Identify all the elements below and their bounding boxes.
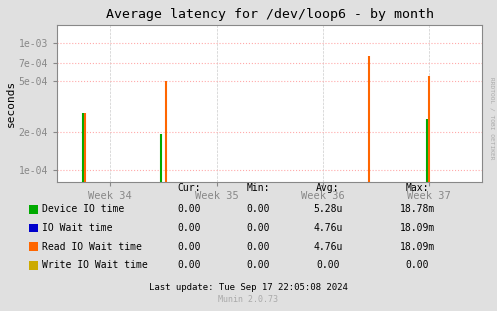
Text: 0.00: 0.00 bbox=[247, 242, 270, 252]
Text: Munin 2.0.73: Munin 2.0.73 bbox=[219, 295, 278, 304]
Title: Average latency for /dev/loop6 - by month: Average latency for /dev/loop6 - by mont… bbox=[106, 8, 433, 21]
Text: 18.78m: 18.78m bbox=[400, 204, 435, 214]
Text: Cur:: Cur: bbox=[177, 183, 201, 193]
Text: RRDTOOL / TOBI OETIKER: RRDTOOL / TOBI OETIKER bbox=[490, 77, 495, 160]
Text: Device IO time: Device IO time bbox=[42, 204, 124, 214]
Text: 0.00: 0.00 bbox=[406, 260, 429, 270]
Text: 0.00: 0.00 bbox=[177, 260, 201, 270]
Text: Min:: Min: bbox=[247, 183, 270, 193]
Text: 0.00: 0.00 bbox=[177, 204, 201, 214]
Text: 0.00: 0.00 bbox=[247, 223, 270, 233]
Text: Max:: Max: bbox=[406, 183, 429, 193]
Text: 0.00: 0.00 bbox=[247, 260, 270, 270]
Text: 0.00: 0.00 bbox=[247, 204, 270, 214]
Text: Last update: Tue Sep 17 22:05:08 2024: Last update: Tue Sep 17 22:05:08 2024 bbox=[149, 283, 348, 292]
Text: Avg:: Avg: bbox=[316, 183, 340, 193]
Text: 0.00: 0.00 bbox=[316, 260, 340, 270]
Text: IO Wait time: IO Wait time bbox=[42, 223, 113, 233]
Text: 18.09m: 18.09m bbox=[400, 242, 435, 252]
Text: 4.76u: 4.76u bbox=[313, 242, 343, 252]
Text: 4.76u: 4.76u bbox=[313, 223, 343, 233]
Text: Read IO Wait time: Read IO Wait time bbox=[42, 242, 142, 252]
Text: 5.28u: 5.28u bbox=[313, 204, 343, 214]
Y-axis label: seconds: seconds bbox=[6, 80, 16, 127]
Text: 0.00: 0.00 bbox=[177, 242, 201, 252]
Text: 0.00: 0.00 bbox=[177, 223, 201, 233]
Text: 18.09m: 18.09m bbox=[400, 223, 435, 233]
Text: Write IO Wait time: Write IO Wait time bbox=[42, 260, 148, 270]
